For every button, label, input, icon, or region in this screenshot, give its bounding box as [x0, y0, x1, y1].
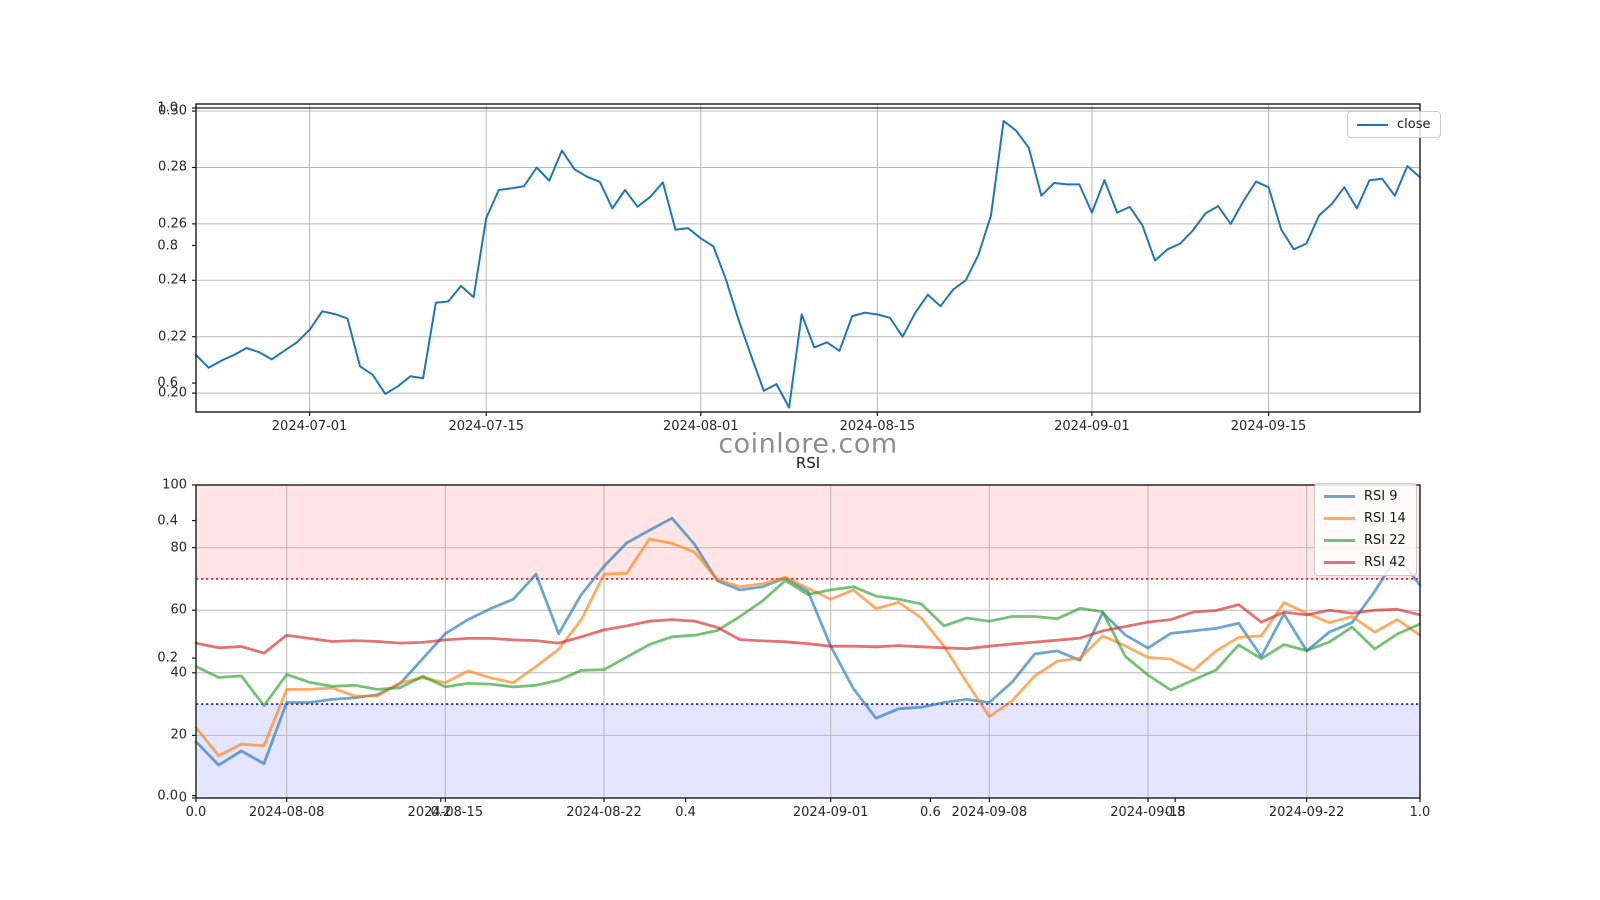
rsi-band-0 [196, 485, 1420, 579]
rsi-series-rsi-42 [194, 603, 1422, 655]
rsi-series-rsi-22 [194, 579, 1422, 708]
rsi-plot-border [195, 484, 1421, 799]
rsi-series-rsi-14 [194, 537, 1422, 758]
price-plot-border [195, 103, 1421, 413]
rsi-band-1 [196, 704, 1420, 798]
price-series-close [195, 119, 1421, 409]
